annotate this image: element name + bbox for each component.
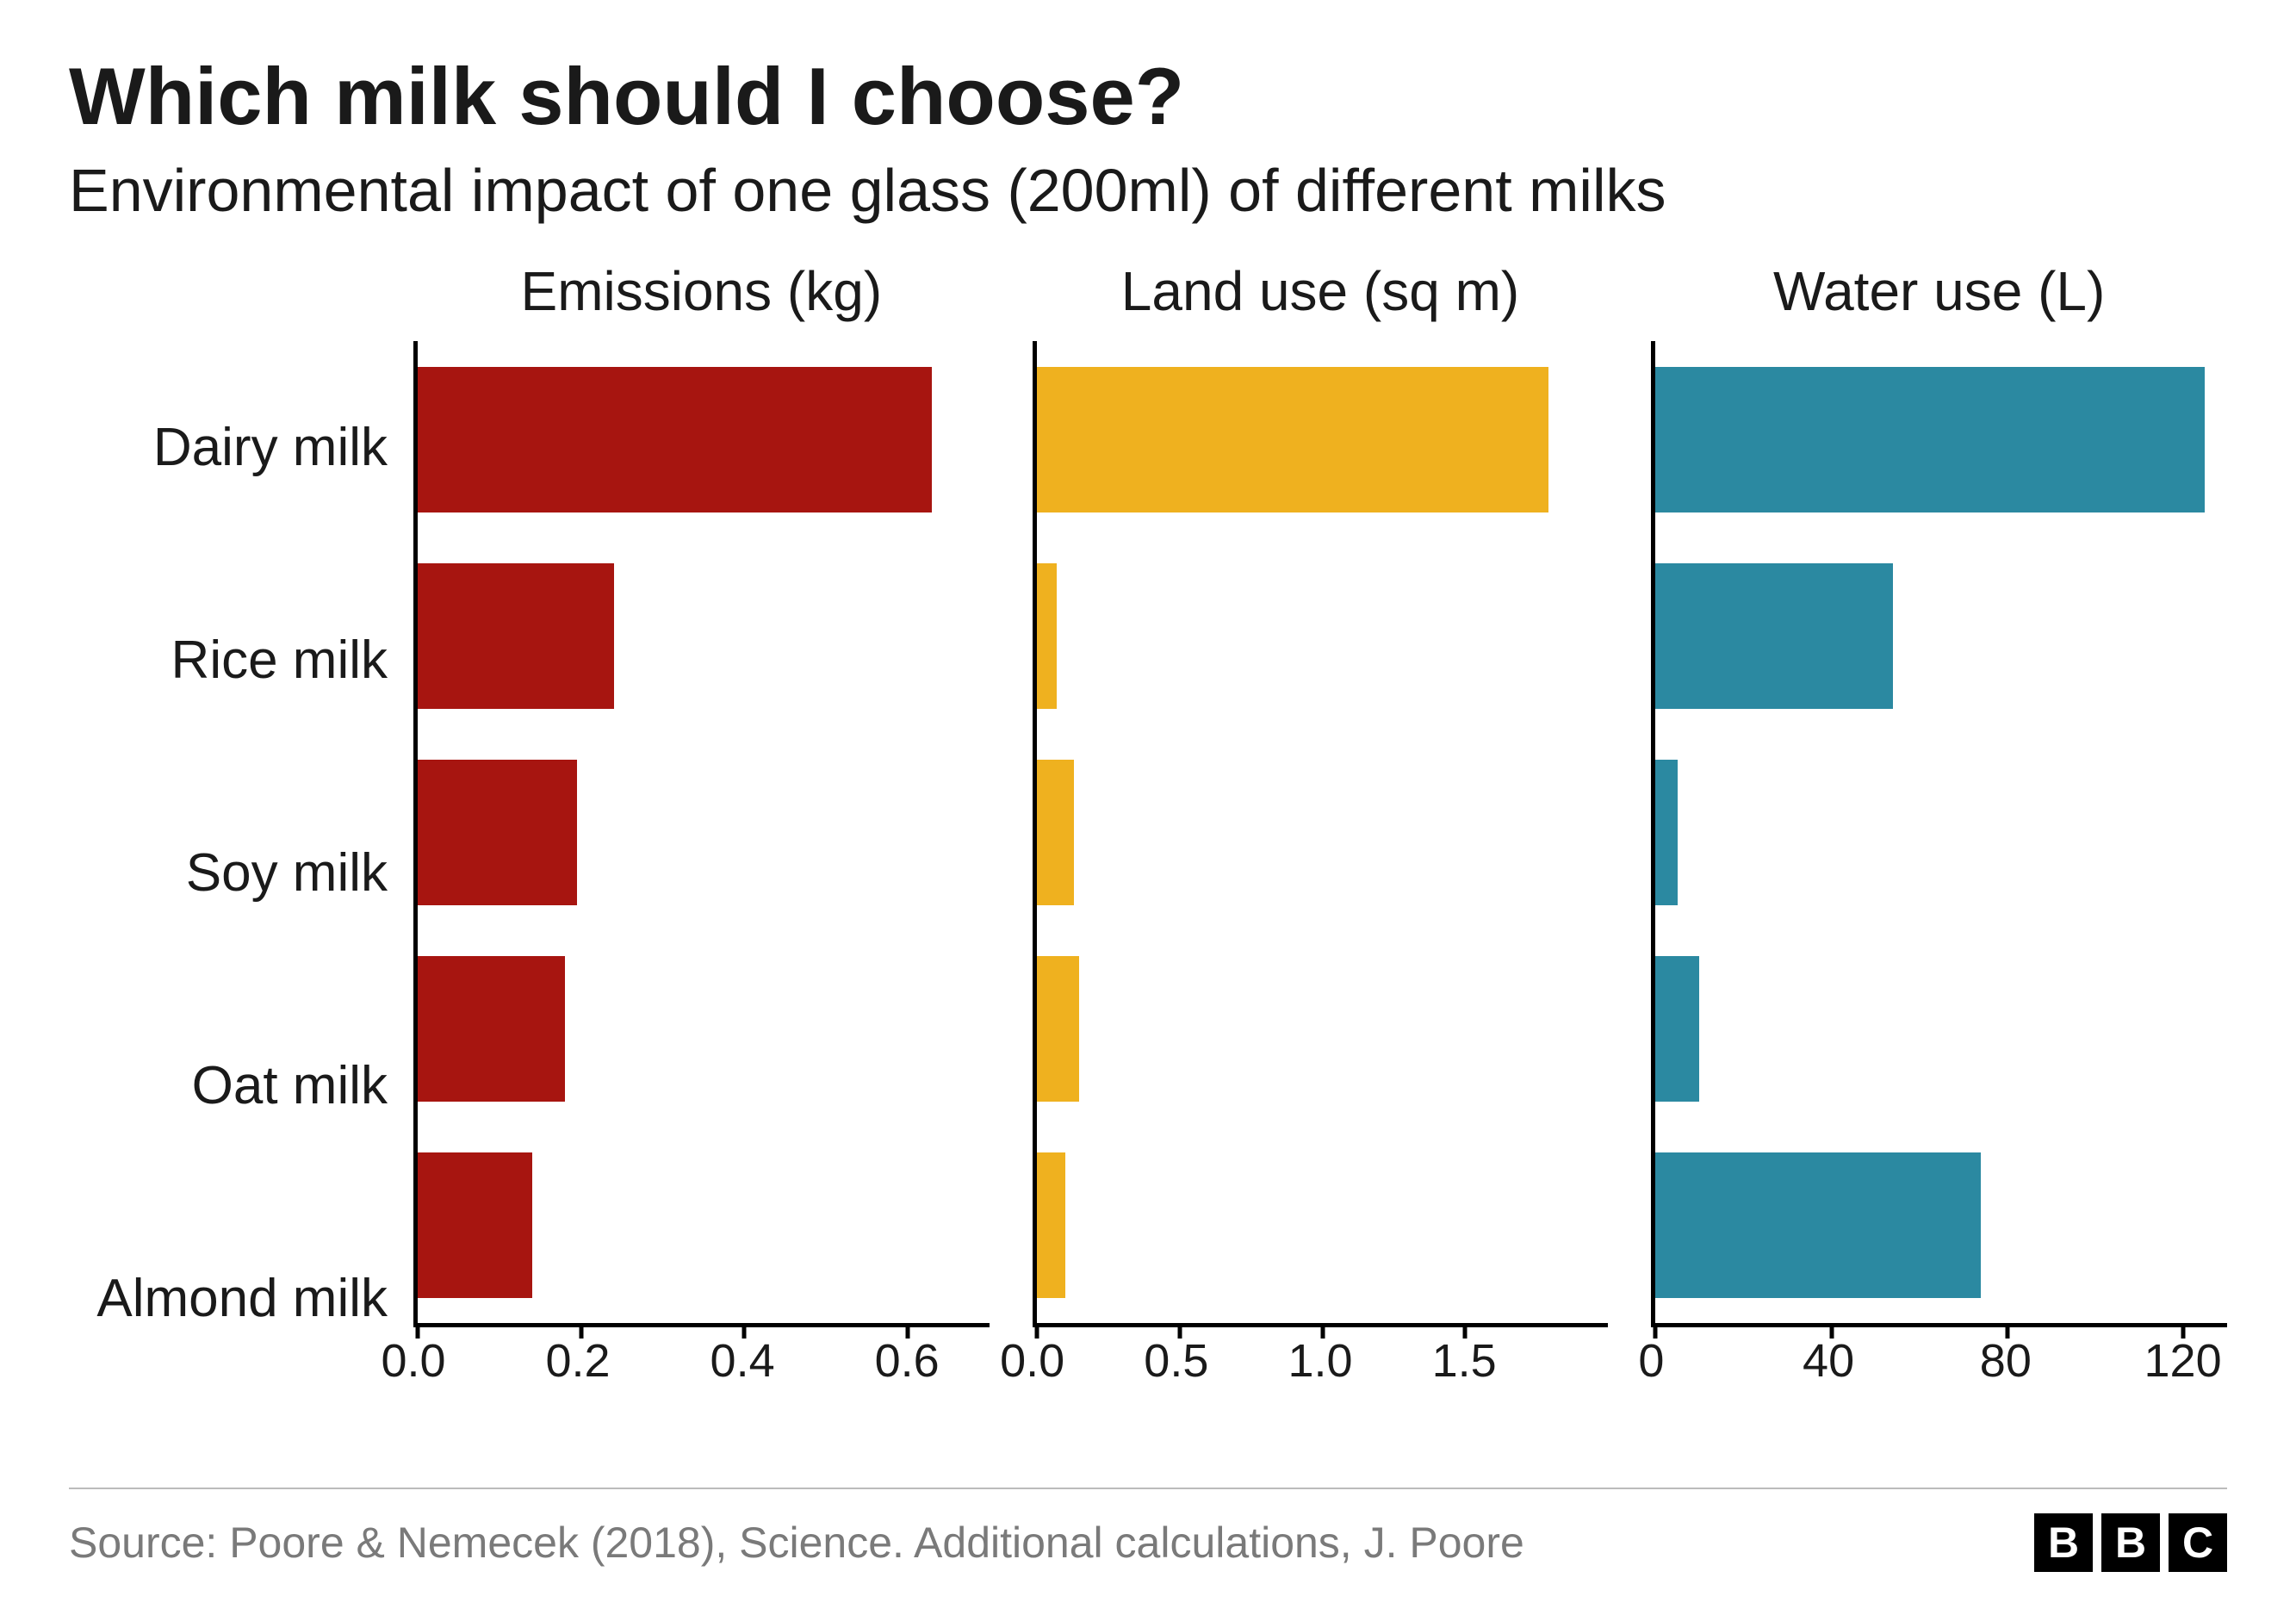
bar [418, 956, 565, 1102]
chart-panel: Dairy milkRice milkSoy milkOat milkAlmon… [69, 259, 2227, 1405]
tick-label: 0.2 [546, 1334, 611, 1388]
bbc-logo-block: B [2101, 1513, 2160, 1572]
subplot: Emissions (kg)0.00.20.40.6 [413, 259, 990, 1405]
tick-label: 0 [1638, 1334, 1664, 1388]
y-label: Oat milk [69, 979, 413, 1192]
subplot-title: Water use (L) [1651, 259, 2227, 341]
subplot: Water use (L)04080120 [1651, 259, 2227, 1405]
bar [1037, 367, 1548, 512]
tick-label: 0.0 [381, 1334, 445, 1388]
bar-row [1655, 341, 2227, 537]
tick-label: 0.4 [711, 1334, 775, 1388]
tick-label: 1.0 [1288, 1334, 1352, 1388]
bar [1655, 956, 1699, 1102]
bar-row [418, 930, 990, 1127]
plot-area [1651, 341, 2227, 1327]
bar [1655, 367, 2205, 512]
bar [1037, 1152, 1065, 1298]
x-ticks: 04080120 [1651, 1327, 2227, 1405]
bbc-logo-block: C [2169, 1513, 2227, 1572]
bbc-logo-block: B [2034, 1513, 2093, 1572]
tick-label: 0.6 [875, 1334, 940, 1388]
bar-row [1037, 537, 1609, 734]
bar [1655, 563, 1893, 709]
chart-subtitle: Environmental impact of one glass (200ml… [69, 156, 2227, 225]
tick-label: 1.5 [1432, 1334, 1497, 1388]
bar-row [1037, 341, 1609, 537]
bar-row [418, 341, 990, 537]
bar-row [1655, 537, 2227, 734]
y-label: Almond milk [69, 1192, 413, 1405]
bar-row [1037, 734, 1609, 930]
subplot-title: Emissions (kg) [413, 259, 990, 341]
subplot: Land use (sq m)0.00.51.01.5 [1033, 259, 1609, 1405]
tick-label: 0.5 [1144, 1334, 1208, 1388]
tick-label: 40 [1803, 1334, 1854, 1388]
bar [418, 1152, 532, 1298]
tick-label: 120 [2144, 1334, 2222, 1388]
chart-title: Which milk should I choose? [69, 52, 2227, 140]
bar [418, 367, 932, 512]
bar-row [418, 734, 990, 930]
subplot-title: Land use (sq m) [1033, 259, 1609, 341]
bar-row [418, 537, 990, 734]
bar-row [1655, 734, 2227, 930]
tick-label: 0.0 [1000, 1334, 1064, 1388]
footer: Source: Poore & Nemecek (2018), Science.… [69, 1488, 2227, 1572]
bbc-logo: BBC [2034, 1513, 2227, 1572]
bar [1037, 563, 1057, 709]
bar-row [1037, 930, 1609, 1127]
y-label: Dairy milk [69, 341, 413, 554]
bar [418, 563, 614, 709]
bar [1037, 956, 1080, 1102]
x-ticks: 0.00.51.01.5 [1033, 1327, 1609, 1405]
bar-row [418, 1127, 990, 1323]
y-axis-labels: Dairy milkRice milkSoy milkOat milkAlmon… [69, 259, 413, 1405]
tick-label: 80 [1980, 1334, 2032, 1388]
plot-area [413, 341, 990, 1327]
bar [1037, 760, 1074, 905]
bar-row [1037, 1127, 1609, 1323]
plot-area [1033, 341, 1609, 1327]
bar [418, 760, 577, 905]
bar [1655, 760, 1678, 905]
bar-row [1655, 930, 2227, 1127]
x-ticks: 0.00.20.40.6 [413, 1327, 990, 1405]
y-label: Rice milk [69, 554, 413, 767]
bar [1655, 1152, 1981, 1298]
bar-row [1655, 1127, 2227, 1323]
y-label: Soy milk [69, 767, 413, 979]
source-text: Source: Poore & Nemecek (2018), Science.… [69, 1518, 1524, 1568]
